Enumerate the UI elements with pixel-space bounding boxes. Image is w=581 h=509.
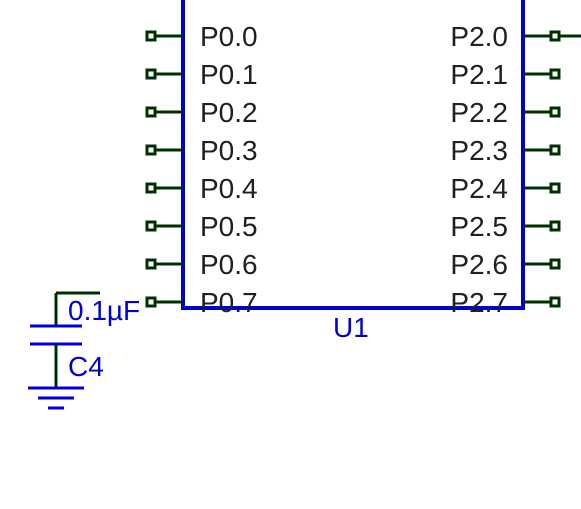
pin-label-p0-2: P0.2	[200, 97, 258, 128]
pin-end-right-7	[551, 298, 559, 306]
pin-end-right-5	[551, 222, 559, 230]
pin-end-right-2	[551, 108, 559, 116]
pin-end-right-3	[551, 146, 559, 154]
cap-value: 0.1µF	[68, 295, 140, 326]
pin-end-right-6	[551, 260, 559, 268]
pin-label-p0-4: P0.4	[200, 173, 258, 204]
pin-end-left-1	[147, 70, 155, 78]
pin-end-right-1	[551, 70, 559, 78]
pin-label-p2-5: P2.5	[450, 211, 508, 242]
pin-label-p0-7: P0.7	[200, 287, 258, 318]
pin-end-left-4	[147, 184, 155, 192]
pin-end-left-3	[147, 146, 155, 154]
pin-label-p2-6: P2.6	[450, 249, 508, 280]
pin-end-left-6	[147, 260, 155, 268]
schematic-canvas: P0.0 P0.1 P0.2 P0.3 P0.4 P0.5 P0.6 P0.7 P2.0 P2.1…	[0, 0, 581, 509]
pin-label-p0-1: P0.1	[200, 59, 258, 90]
pin-end-left-7	[147, 298, 155, 306]
pin-end-left-0	[147, 32, 155, 40]
pin-label-p0-3: P0.3	[200, 135, 258, 166]
pin-label-p2-7: P2.7	[450, 287, 508, 318]
pin-label-p0-5: P0.5	[200, 211, 258, 242]
pin-end-right-0	[551, 32, 559, 40]
pin-end-left-5	[147, 222, 155, 230]
ic-refdes: U1	[333, 312, 369, 343]
pin-label-p2-1: P2.1	[450, 59, 508, 90]
pin-label-p2-4: P2.4	[450, 173, 508, 204]
cap-refdes: C4	[68, 351, 104, 382]
pin-label-p2-3: P2.3	[450, 135, 508, 166]
pin-label-p2-0: P2.0	[450, 21, 508, 52]
pin-label-p0-0: P0.0	[200, 21, 258, 52]
pin-end-left-2	[147, 108, 155, 116]
pin-end-right-4	[551, 184, 559, 192]
pin-label-p2-2: P2.2	[450, 97, 508, 128]
pin-label-p0-6: P0.6	[200, 249, 258, 280]
